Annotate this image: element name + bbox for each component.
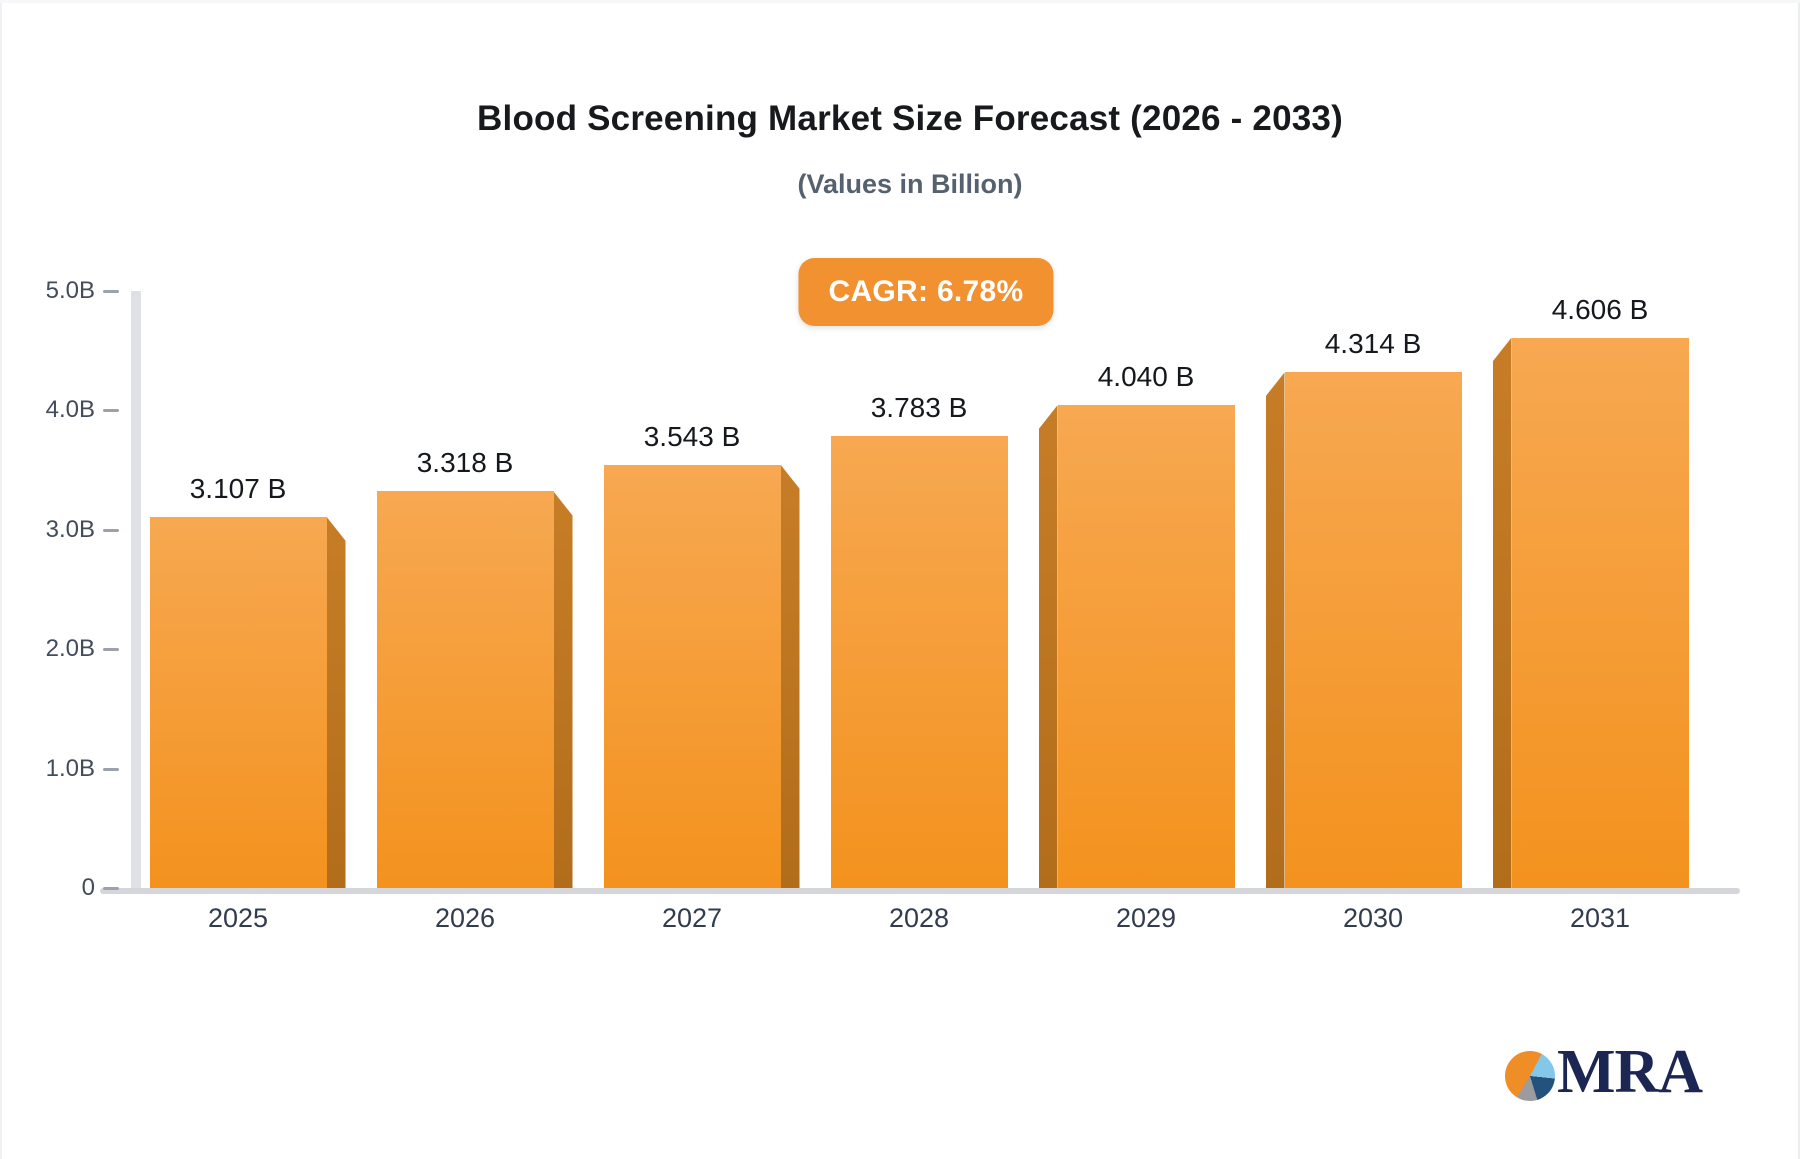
y-tick-dash	[103, 289, 119, 293]
plot-area: 0 1.0B 2.0B 3.0B 4.0B 5.0B 3.107 B 2025 3.318 B 2…	[0, 3, 1800, 1159]
bar-side	[1492, 337, 1512, 888]
y-tick-dash	[103, 648, 119, 651]
y-tick-label: 4.0B	[45, 396, 95, 423]
bar-side	[1265, 372, 1285, 888]
y-tick-dash	[103, 528, 119, 532]
cagr-badge: CAGR: 6.78%	[798, 258, 1054, 326]
y-tick-label: 0	[81, 874, 95, 901]
x-tick-label: 2029	[1115, 903, 1177, 933]
bar-2031	[1511, 337, 1689, 888]
bar-side	[780, 464, 800, 888]
bar-side	[553, 491, 573, 888]
y-tick-label: 2.0B	[45, 635, 95, 662]
y-axis-line	[131, 290, 141, 894]
y-tick-dash	[103, 767, 119, 771]
bar-value-label: 3.543 B	[643, 420, 741, 452]
x-tick-label: 2025	[207, 903, 269, 933]
brand-logo-text: MRA	[1557, 1038, 1703, 1106]
bar-value-label: 3.783 B	[870, 391, 968, 423]
brand-logo: MRA	[1505, 1038, 1703, 1106]
x-tick-label: 2030	[1342, 903, 1404, 933]
x-tick-label: 2031	[1569, 903, 1631, 933]
bar-2027	[603, 464, 781, 888]
bar-value-label: 4.040 B	[1097, 361, 1195, 393]
right-edge-border	[1798, 3, 1800, 1159]
pie-logo-icon	[1505, 1051, 1555, 1101]
bar-2025	[149, 516, 327, 888]
y-tick-dash	[103, 409, 119, 412]
x-tick-label: 2027	[661, 903, 723, 933]
y-tick-label: 3.0B	[45, 515, 95, 543]
bar-2026	[376, 491, 554, 888]
bar-2030	[1284, 372, 1462, 888]
x-tick-label: 2028	[888, 903, 950, 933]
bar-value-label: 4.606 B	[1551, 293, 1649, 325]
bar-2029	[1057, 405, 1235, 888]
x-axis-line	[100, 888, 1740, 894]
x-tick-label: 2026	[434, 903, 496, 933]
bar-2028	[830, 435, 1008, 888]
y-tick-label: 1.0B	[45, 754, 95, 782]
bar-value-label: 3.107 B	[189, 472, 287, 504]
chart-title: Blood Screening Market Size Forecast (20…	[477, 99, 1343, 138]
chart-subtitle: (Values in Billion)	[797, 169, 1023, 199]
bar-side	[1038, 405, 1058, 888]
y-tick-label: 5.0B	[45, 276, 95, 304]
bar-value-label: 4.314 B	[1324, 328, 1422, 360]
bar-value-label: 3.318 B	[416, 447, 514, 479]
y-tick-dash	[103, 887, 119, 890]
left-edge-border	[0, 3, 2, 1159]
bar-side	[326, 516, 346, 888]
